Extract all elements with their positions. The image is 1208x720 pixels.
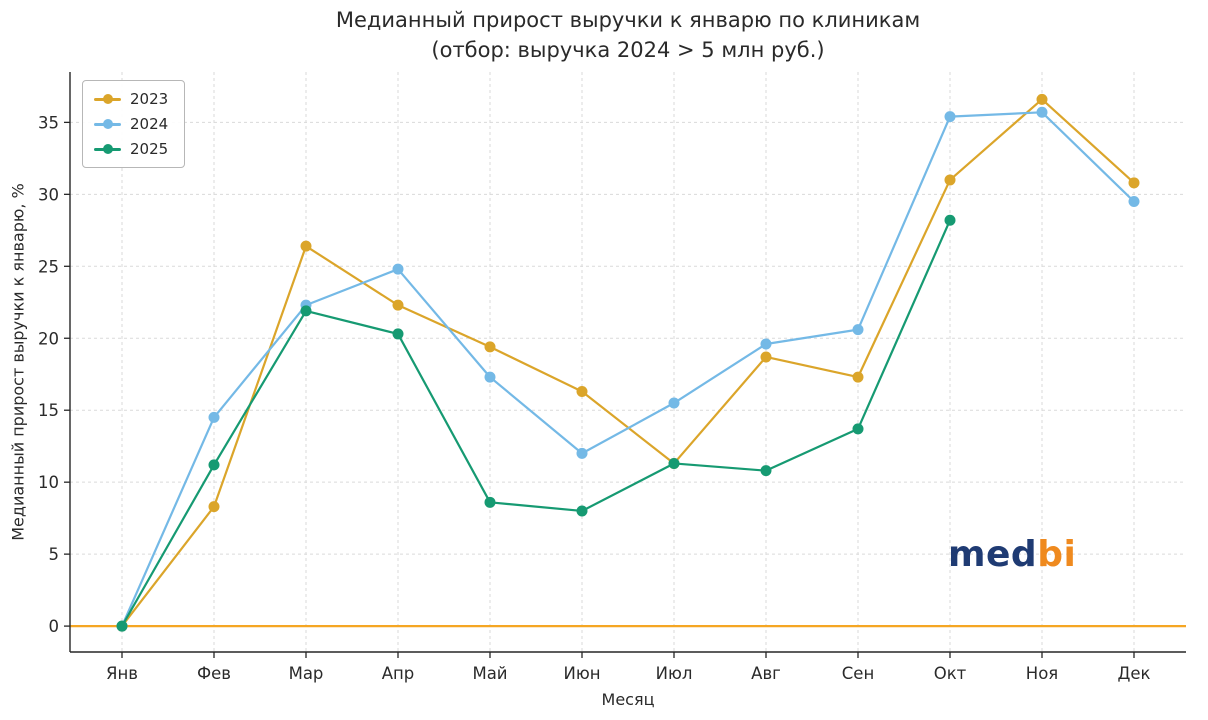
series-marker-2025: [208, 459, 220, 471]
series-marker-2023: [944, 174, 956, 186]
x-tick-label: Июл: [656, 664, 693, 683]
series-marker-2024: [576, 447, 588, 459]
series-marker-2023: [576, 386, 588, 398]
y-tick-label: 15: [38, 401, 59, 420]
series-marker-2024: [484, 371, 496, 383]
legend-swatch-2024: [94, 122, 121, 126]
legend-label: 2023: [130, 90, 169, 108]
watermark-part-bi: bi: [1037, 534, 1077, 575]
series-marker-2023: [1128, 177, 1140, 189]
legend-label: 2025: [130, 140, 169, 158]
series-marker-2024: [392, 263, 404, 275]
series-marker-2023: [208, 501, 220, 513]
legend-item-2024: 2024: [94, 115, 168, 133]
chart-title: Медианный прирост выручки к январю по кл…: [335, 8, 921, 32]
x-axis-label: Месяц: [601, 690, 655, 709]
chart-subtitle: (отбор: выручка 2024 > 5 млн руб.): [431, 38, 825, 62]
y-tick-label: 10: [38, 473, 59, 492]
y-tick-label: 35: [38, 113, 59, 132]
series-marker-2025: [116, 620, 128, 632]
legend-item-2025: 2025: [94, 140, 168, 158]
y-axis-label: Медианный прирост выручки к январю, %: [8, 183, 28, 541]
x-tick-label: Ноя: [1026, 664, 1058, 683]
x-tick-label: Июн: [563, 664, 600, 683]
y-tick-label: 0: [49, 617, 60, 636]
watermark-logo: medbi: [948, 534, 1076, 575]
series-marker-2025: [760, 465, 772, 477]
legend: 2023 2024 2025: [82, 80, 186, 168]
series-marker-2023: [852, 371, 864, 383]
series-marker-2025: [300, 305, 312, 317]
y-tick-label: 25: [38, 257, 59, 276]
series-marker-2024: [852, 324, 864, 336]
x-tick-label: Окт: [934, 664, 967, 683]
series-marker-2024: [668, 397, 680, 409]
series-marker-2023: [300, 240, 312, 252]
series-marker-2024: [208, 411, 220, 423]
series-marker-2023: [760, 351, 772, 363]
legend-label: 2024: [130, 115, 169, 133]
series-marker-2023: [392, 299, 404, 311]
series-marker-2025: [392, 328, 404, 340]
series-marker-2025: [852, 423, 864, 435]
series-marker-2025: [484, 496, 496, 508]
series-marker-2023: [1036, 93, 1048, 105]
y-tick-label: 5: [49, 545, 60, 564]
x-tick-label: Дек: [1117, 664, 1150, 683]
series-marker-2025: [944, 214, 956, 226]
x-tick-label: Май: [472, 664, 507, 683]
x-tick-label: Апр: [382, 664, 415, 683]
y-tick-label: 30: [38, 185, 59, 204]
legend-swatch-2025: [94, 147, 121, 151]
series-marker-2025: [576, 505, 588, 517]
series-line-2024: [120, 111, 1135, 627]
y-tick-label: 20: [38, 329, 59, 348]
series-marker-2025: [668, 457, 680, 469]
series-marker-2024: [1128, 196, 1140, 208]
x-tick-label: Сен: [842, 664, 874, 683]
x-tick-label: Фев: [197, 664, 231, 683]
x-tick-label: Мар: [289, 664, 324, 683]
series-line-2025: [121, 219, 952, 627]
x-tick-label: Авг: [751, 664, 781, 683]
x-tick-label: Янв: [106, 664, 138, 683]
series-marker-2024: [944, 111, 956, 123]
legend-swatch-2023: [94, 97, 121, 101]
legend-item-2023: 2023: [94, 90, 168, 108]
watermark-part-med: med: [948, 534, 1038, 575]
series-marker-2024: [1036, 106, 1048, 118]
series-marker-2024: [760, 338, 772, 350]
series-marker-2023: [484, 341, 496, 353]
